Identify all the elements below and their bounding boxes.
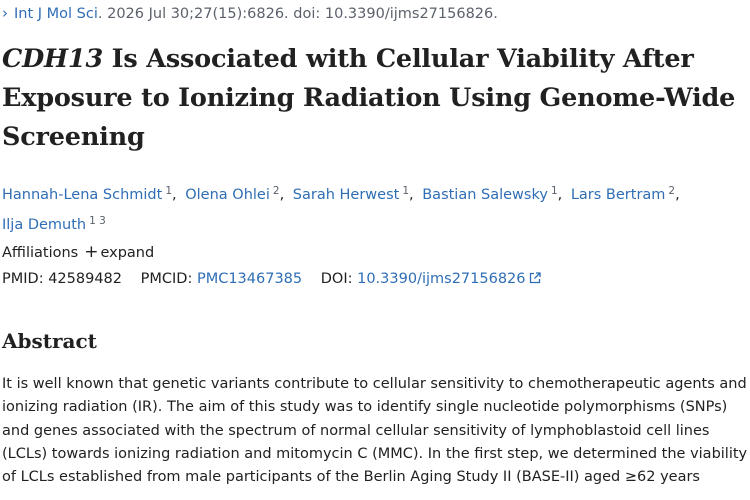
doi-link[interactable]: 10.3390/ijms27156826 (357, 271, 526, 287)
affiliations-toggle[interactable]: Affiliations + expand (2, 242, 154, 262)
pmid-label: PMID: (2, 271, 44, 287)
identifiers-line: PMID: 42589482 PMCID: PMC13467385 DOI: 1… (2, 271, 541, 287)
author-link[interactable]: Hannah-Lena Schmidt (2, 187, 163, 203)
affiliation-ref[interactable]: 2 (272, 185, 280, 197)
affiliation-ref[interactable]: 1 (402, 185, 410, 197)
pmcid-label: PMCID: (140, 271, 193, 287)
plus-icon[interactable]: + (84, 242, 99, 262)
author-link[interactable]: Bastian Salewsky (422, 187, 548, 203)
affiliation-ref[interactable]: 1 (550, 185, 558, 197)
affiliation-ref[interactable]: 1 (165, 185, 173, 197)
doi-label: DOI: (320, 271, 353, 287)
affiliation-ref[interactable]: 1 3 (89, 215, 106, 227)
title-rest: Is Associated with Cellular Viability Af… (2, 44, 736, 152)
author-link[interactable]: Ilja Demuth (2, 217, 87, 233)
affiliations-label: Affiliations (2, 245, 79, 261)
title-gene: CDH13 (2, 44, 103, 74)
author-link[interactable]: Lars Bertram (570, 187, 666, 203)
author-link[interactable]: Olena Ohlei (185, 187, 270, 203)
abstract-heading: Abstract (2, 329, 97, 353)
affiliation-ref[interactable]: 2 (668, 185, 676, 197)
pmcid-link[interactable]: PMC13467385 (196, 271, 303, 287)
abstract-text: It is well known that genetic variants c… (2, 376, 748, 486)
journal-link[interactable]: Int J Mol Sci (14, 6, 98, 22)
pmid-value: 42589482 (48, 271, 123, 287)
expand-label[interactable]: expand (100, 245, 155, 261)
citation-details: . 2026 Jul 30;27(15):6826. doi: 10.3390/… (97, 6, 498, 22)
chevron-right-icon[interactable]: › (2, 4, 8, 22)
author-list: Hannah-Lena Schmidt 1, Olena Ohlei 2, Sara… (2, 185, 680, 233)
external-link-icon[interactable] (529, 272, 541, 284)
article-title: CDH13 Is Associated with Cellular Viabil… (2, 40, 742, 157)
journal-citation-line: › Int J Mol Sci. 2026 Jul 30;27(15):6826.… (2, 4, 498, 22)
author-link[interactable]: Sarah Herwest (292, 187, 400, 203)
